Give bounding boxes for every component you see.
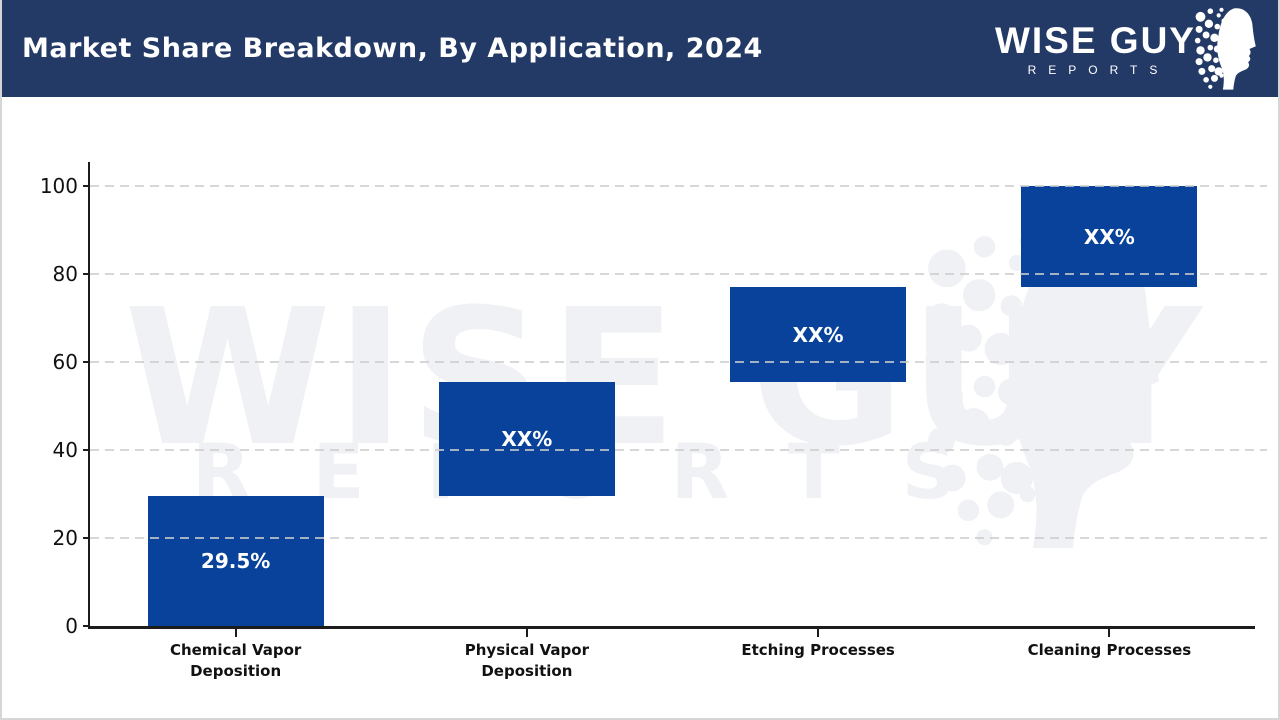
bar-3 xyxy=(730,287,907,382)
x-tick-3 xyxy=(817,629,820,637)
y-tick-label-40: 40 xyxy=(52,438,78,462)
y-tick-80 xyxy=(83,273,90,275)
y-tick-40 xyxy=(83,449,90,451)
gridline-80 xyxy=(90,273,1267,275)
gridline-60 xyxy=(90,361,1267,363)
y-tick-label-100: 100 xyxy=(39,174,78,198)
y-tick-100 xyxy=(83,185,90,187)
chart-title: Market Share Breakdown, By Application, … xyxy=(22,33,763,64)
y-tick-60 xyxy=(83,361,90,363)
header: Market Share Breakdown, By Application, … xyxy=(2,0,1278,97)
bar-1 xyxy=(147,496,324,626)
x-category-label-1: Chemical Vapor Deposition xyxy=(169,641,302,680)
wiseguy-face-icon xyxy=(1194,7,1256,90)
x-tick-2 xyxy=(525,629,528,637)
x-axis-line xyxy=(88,626,1255,629)
y-tick-label-80: 80 xyxy=(52,262,78,286)
bar-2 xyxy=(438,381,615,497)
gridline-20 xyxy=(90,537,1267,539)
x-category-label-3: Etching Processes xyxy=(741,641,895,659)
bar-value-label-4: XX% xyxy=(1083,224,1135,249)
x-category-label-4: Cleaning Processes xyxy=(1027,641,1192,659)
logo-wordmark: WISE GUY xyxy=(994,20,1196,61)
gridline-100 xyxy=(90,185,1267,187)
y-tick-label-0: 0 xyxy=(65,614,78,638)
bar-value-label-3: XX% xyxy=(792,322,844,347)
y-tick-label-20: 20 xyxy=(52,526,78,550)
watermark-face-icon xyxy=(925,233,1160,548)
bar-value-label-1: 29.5% xyxy=(200,549,271,574)
y-tick-20 xyxy=(83,537,90,539)
x-category-label-2: Physical Vapor Deposition xyxy=(464,641,589,680)
logo-subtitle: REPORTS xyxy=(1027,63,1170,77)
x-tick-4 xyxy=(1108,629,1111,637)
gridline-40 xyxy=(90,449,1267,451)
x-tick-1 xyxy=(234,629,237,637)
y-tick-0 xyxy=(83,625,90,627)
chart-area: WISE GUY REPORTS 02040608010029.5%Chemic… xyxy=(2,97,1278,718)
wiseguy-logo: WISE GUY REPORTS xyxy=(995,7,1268,91)
bar-4 xyxy=(1021,186,1198,288)
bar-value-label-2: XX% xyxy=(501,427,553,451)
wiseguy-logo-text: WISE GUY REPORTS xyxy=(995,20,1196,77)
y-axis-line xyxy=(88,162,90,628)
y-tick-label-60: 60 xyxy=(52,350,78,374)
